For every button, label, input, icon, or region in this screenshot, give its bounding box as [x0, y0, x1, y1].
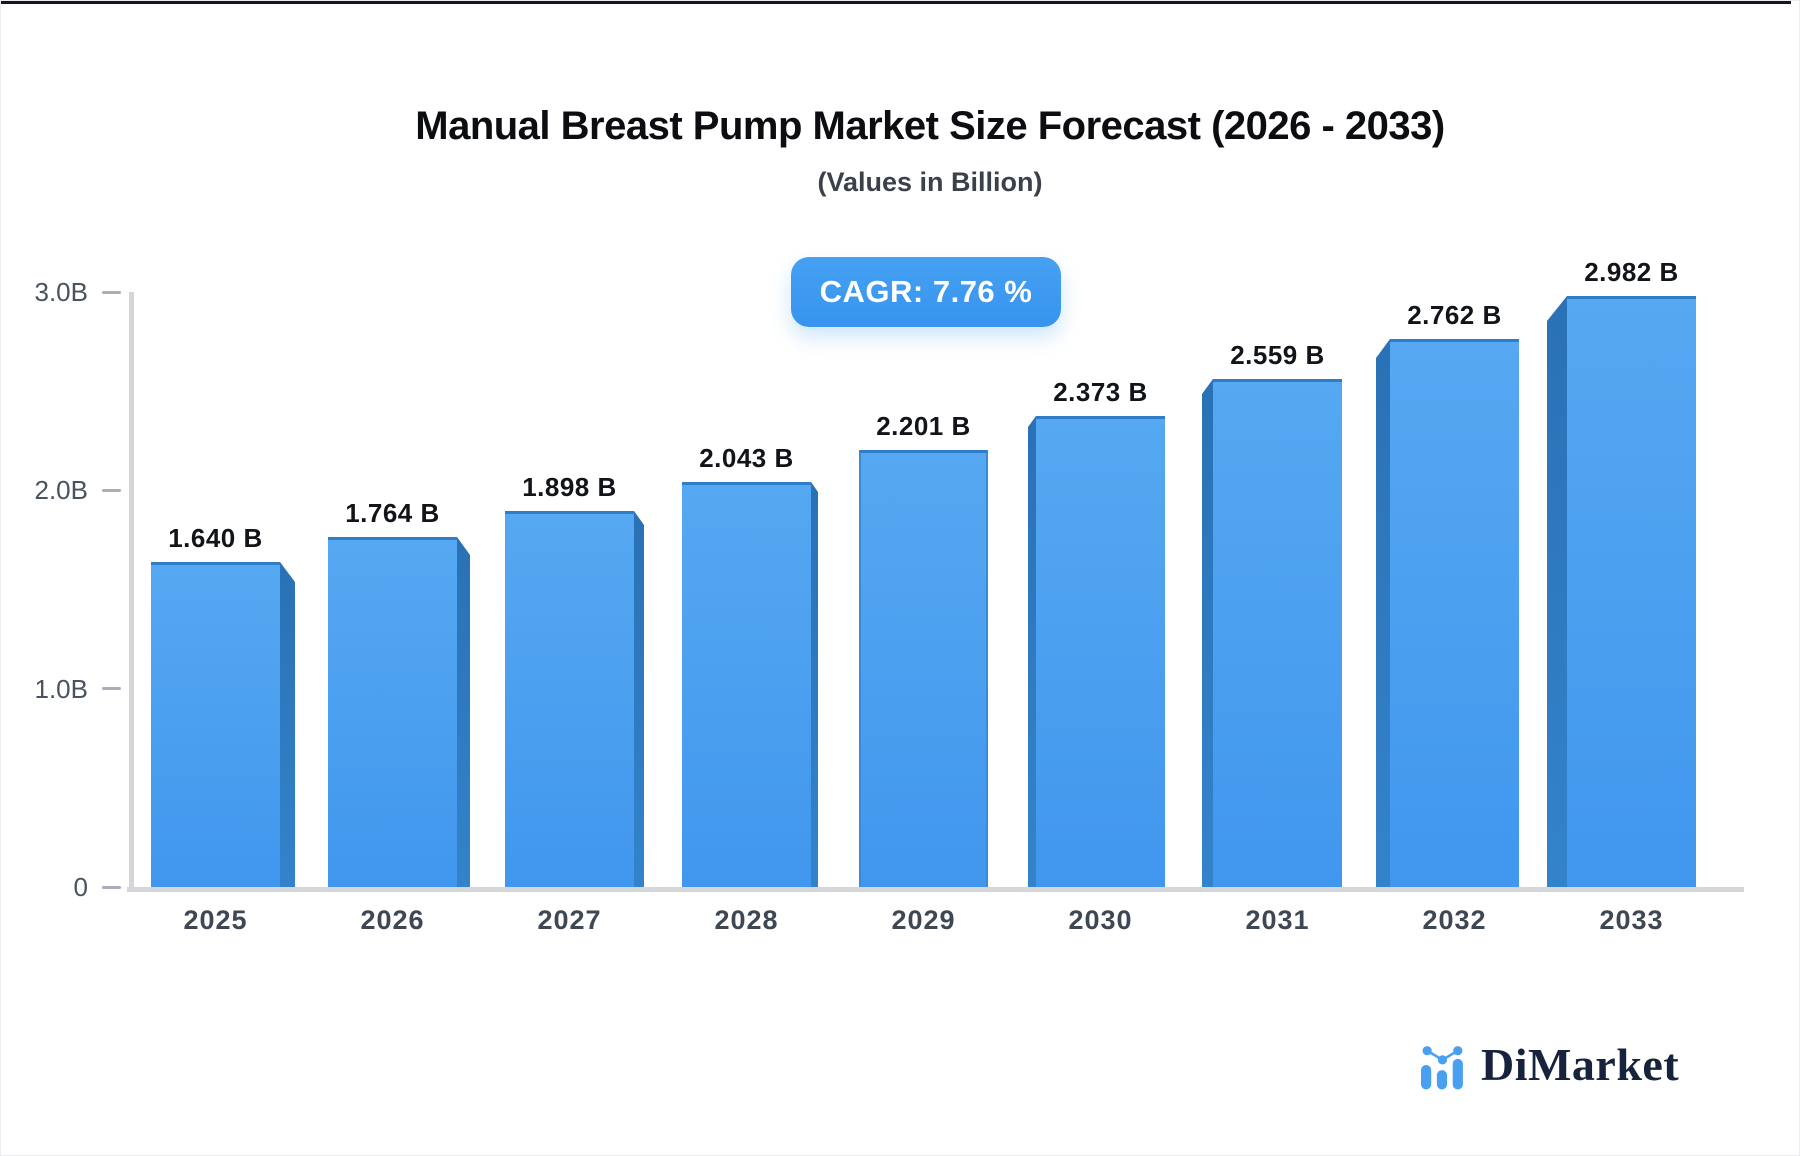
chart-subtitle: (Values in Billion): [817, 167, 1043, 197]
x-axis-line: [127, 887, 1744, 892]
bar-side-2028: [811, 482, 818, 887]
bar-face-2030: [1036, 416, 1165, 887]
bar-value-label-2028: 2.043 B: [699, 443, 794, 473]
bar-2028: [682, 482, 818, 887]
bar-value-label-2025: 1.640 B: [168, 523, 263, 553]
x-axis-label-2026: 2026: [360, 905, 425, 935]
bar-value-label-2026: 1.764 B: [345, 498, 440, 528]
bar-value-label-2030: 2.373 B: [1053, 377, 1148, 407]
y-tick-label-3: 0: [73, 872, 88, 902]
bar-side-2027: [634, 511, 644, 887]
x-axis-label-2030: 2030: [1068, 905, 1133, 935]
bar-value-label-2033: 2.982 B: [1584, 257, 1679, 287]
bar-side-2032: [1376, 339, 1390, 887]
cagr-badge-label: CAGR: 7.76 %: [819, 274, 1033, 309]
bar-2027: [505, 511, 644, 887]
x-axis-label-2028: 2028: [714, 905, 779, 935]
chart-title: Manual Breast Pump Market Size Forecast …: [415, 104, 1445, 148]
x-axis-label-2032: 2032: [1422, 905, 1487, 935]
bar-side-2026: [457, 537, 470, 887]
y-tick-mark-3: [102, 885, 121, 889]
bar-side-2031: [1202, 379, 1213, 887]
brand-logo-text: DiMarket: [1481, 1039, 1680, 1090]
x-axis-label-2029: 2029: [891, 905, 956, 935]
bar-2030: [1028, 416, 1165, 887]
bar-face-2027: [505, 511, 634, 887]
bar-value-label-2027: 1.898 B: [522, 472, 617, 502]
bar-chart-with-trendline-icon: [1421, 1046, 1463, 1090]
y-tick-mark-1: [102, 488, 121, 492]
bar-face-2031: [1213, 379, 1342, 887]
cagr-badge: CAGR: 7.76 %: [791, 257, 1061, 327]
bar-value-label-2032: 2.762 B: [1407, 300, 1502, 330]
bar-side-2033: [1547, 296, 1567, 887]
bar-face-2029: [859, 450, 988, 887]
bar-face-2032: [1390, 339, 1519, 887]
bar-face-2025: [151, 562, 280, 887]
x-axis-label-2025: 2025: [183, 905, 248, 935]
y-tick-label-1: 2.0B: [34, 475, 89, 506]
bar-value-label-2031: 2.559 B: [1230, 340, 1325, 370]
y-tick-mark-2: [102, 687, 121, 691]
bar-2026: [328, 537, 470, 887]
y-tick-mark-0: [102, 290, 121, 294]
bar-face-2033: [1567, 296, 1696, 887]
y-tick-label-2: 1.0B: [34, 673, 89, 704]
bar-value-label-2029: 2.201 B: [876, 411, 971, 441]
y-tick-label-0: 3.0B: [34, 277, 89, 307]
bar-2025: [151, 562, 295, 887]
y-axis-line: [129, 292, 134, 891]
bar-side-2030: [1028, 416, 1036, 887]
x-axis-label-2027: 2027: [537, 905, 602, 935]
top-border-line: [1, 1, 1791, 4]
bar-face-2028: [682, 482, 811, 887]
brand-logo: DiMarket: [1421, 1037, 1679, 1093]
x-axis-label-2031: 2031: [1245, 905, 1310, 935]
bar-side-2025: [280, 562, 295, 887]
bar-face-2026: [328, 537, 457, 887]
bar-2031: [1202, 379, 1342, 887]
bar-2029: [859, 450, 988, 887]
bar-2033: [1547, 296, 1696, 887]
bar-2032: [1376, 339, 1519, 887]
x-axis-label-2033: 2033: [1599, 905, 1664, 935]
